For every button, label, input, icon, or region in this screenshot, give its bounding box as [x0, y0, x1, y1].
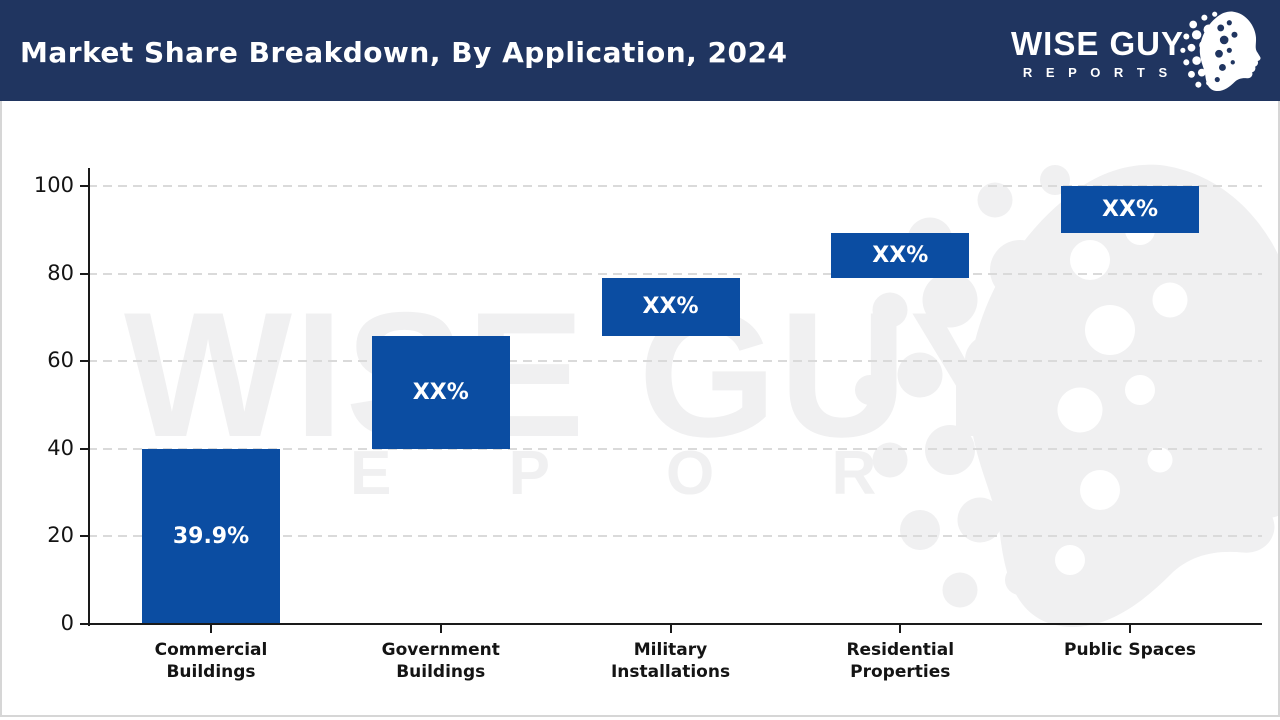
bar-value-label: 39.9%	[172, 524, 250, 550]
y-axis-tick	[80, 272, 88, 275]
bar-value-label: XX%	[872, 242, 929, 268]
x-axis-tick	[669, 625, 672, 633]
watermark-wordmark: WISE GUY	[124, 275, 1031, 474]
bar-segment: 39.9%	[142, 449, 280, 624]
header-bar: Market Share Breakdown, By Application, …	[0, 0, 1280, 101]
y-axis	[88, 168, 90, 626]
x-axis-category-label: Commercial Buildings	[154, 640, 268, 682]
logo-wordmark: WISE GUY	[1011, 24, 1185, 62]
x-axis-category-label: Residential Properties	[846, 640, 955, 682]
bar-value-label: XX%	[412, 380, 469, 405]
x-axis-tick	[439, 625, 442, 633]
y-axis-tick	[80, 185, 88, 187]
x-axis-tick	[1129, 625, 1131, 633]
bar-value-label: XX%	[642, 294, 699, 320]
y-axis-tick	[80, 447, 88, 450]
x-axis-category-label: Military Installations	[610, 640, 731, 682]
wise-guy-logo: WISE GUY R E P O R T S	[1011, 6, 1266, 98]
logo-subtitle: R E P O R T S	[1022, 64, 1173, 80]
bar-segment: XX%	[1061, 186, 1199, 233]
x-axis-tick	[210, 625, 212, 633]
y-axis-tick	[80, 360, 88, 363]
gridline-60	[88, 360, 1262, 363]
y-axis-tick-label: 60	[47, 348, 74, 373]
bar-segment: XX%	[371, 335, 510, 450]
x-axis-tick	[899, 625, 902, 633]
bar-segment: XX%	[601, 277, 740, 336]
gridline-100	[88, 185, 1262, 187]
y-axis-tick-label: 0	[60, 611, 74, 635]
gridline-80	[88, 272, 1262, 275]
watermark-head-icon	[855, 164, 1280, 627]
bar-segment: XX%	[831, 232, 970, 278]
gridline-40	[88, 447, 1262, 450]
page-title: Market Share Breakdown, By Application, …	[20, 36, 788, 69]
gridline-20	[88, 535, 1262, 538]
bar-value-label: XX%	[1102, 196, 1158, 222]
dotted-head-icon	[1180, 11, 1261, 92]
y-axis-tick-label: 40	[47, 435, 74, 460]
x-axis	[88, 623, 1262, 625]
y-axis-tick	[80, 535, 88, 538]
y-axis-tick-label: 80	[47, 260, 74, 285]
y-axis-tick	[80, 623, 88, 625]
x-axis-category-label: Government Buildings	[381, 640, 500, 682]
y-axis-tick-label: 20	[47, 523, 74, 548]
x-axis-category-label: Public Spaces	[1064, 640, 1196, 660]
logo-text: WISE GUY R E P O R T S	[1011, 25, 1184, 80]
y-axis-tick-label: 100	[33, 173, 74, 197]
